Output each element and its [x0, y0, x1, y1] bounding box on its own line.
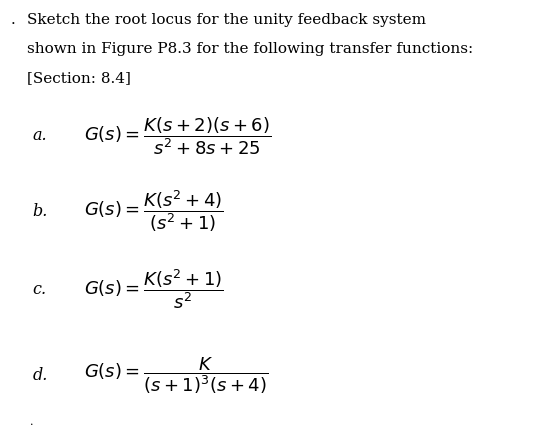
- Text: d.: d.: [32, 367, 48, 384]
- Text: a.: a.: [32, 127, 47, 144]
- Text: $G(s) = \dfrac{K(s^2+4)}{(s^2+1)}$: $G(s) = \dfrac{K(s^2+4)}{(s^2+1)}$: [84, 188, 224, 234]
- Text: [Section: 8.4]: [Section: 8.4]: [27, 71, 131, 85]
- Text: .: .: [11, 13, 15, 27]
- Text: c.: c.: [32, 281, 47, 297]
- Text: $G(s) = \dfrac{K(s+2)(s+6)}{s^2+8s+25}$: $G(s) = \dfrac{K(s+2)(s+6)}{s^2+8s+25}$: [84, 115, 271, 157]
- Text: shown in Figure P8.3 for the following transfer functions:: shown in Figure P8.3 for the following t…: [27, 42, 474, 56]
- Text: Sketch the root locus for the unity feedback system: Sketch the root locus for the unity feed…: [27, 13, 426, 27]
- Text: b.: b.: [32, 203, 48, 220]
- Text: $G(s) = \dfrac{K(s^2+1)}{s^2}$: $G(s) = \dfrac{K(s^2+1)}{s^2}$: [84, 267, 224, 311]
- Text: .: .: [30, 417, 33, 427]
- Text: $G(s) = \dfrac{K}{(s+1)^3(s+4)}$: $G(s) = \dfrac{K}{(s+1)^3(s+4)}$: [84, 355, 268, 396]
